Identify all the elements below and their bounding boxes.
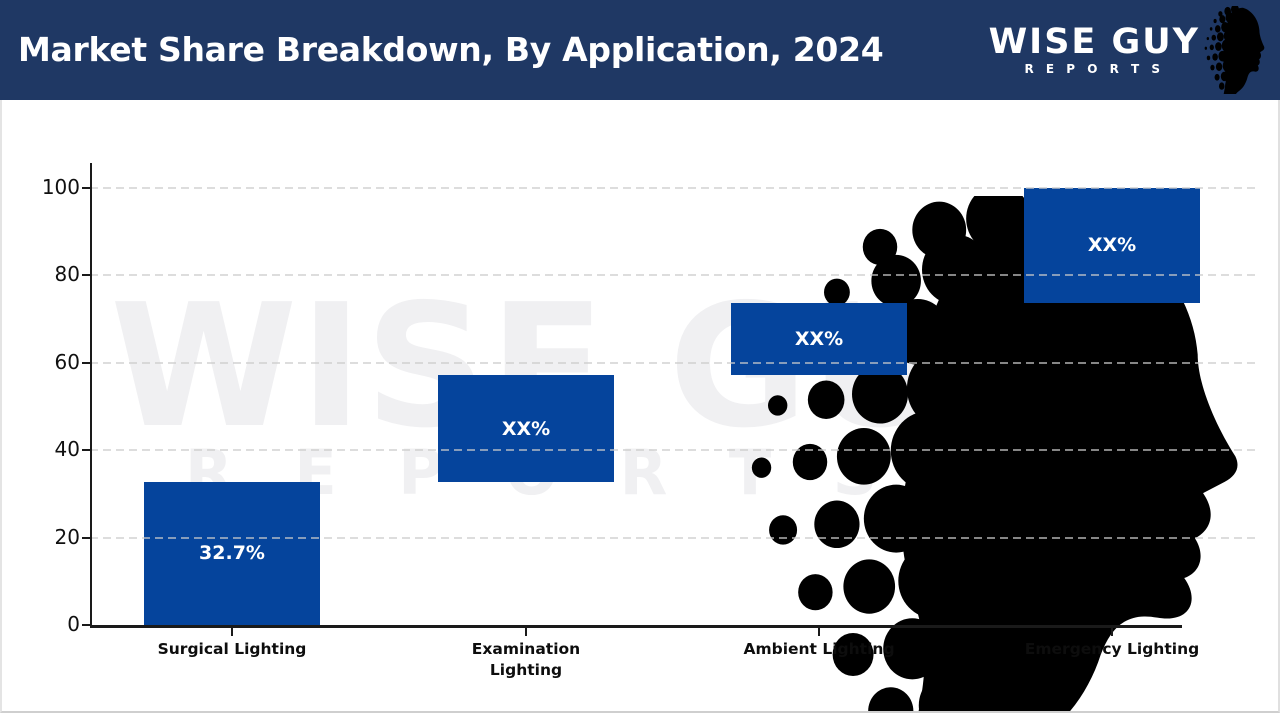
- y-tick-label: 40: [54, 437, 80, 461]
- y-tick-mark: [82, 361, 90, 364]
- plot-area: 0 20 40 60 80 100 32.7% Surgical Lighting XX% Exa…: [2, 100, 1278, 711]
- chart-content: WISE GUY R E P O R T S 02040608010032.7%…: [0, 100, 1280, 713]
- y-gridline: [90, 536, 1256, 539]
- bar-value-label: XX%: [501, 417, 551, 440]
- x-tick-mark: [818, 628, 820, 636]
- bar-value-label: XX%: [1087, 234, 1137, 257]
- y-tick-mark: [82, 536, 90, 539]
- x-tick-mark: [1111, 628, 1113, 636]
- y-axis-line: [90, 163, 92, 627]
- y-tick-label: 80: [54, 262, 80, 286]
- y-tick-label: 60: [54, 349, 80, 374]
- x-tick-mark: [525, 628, 527, 636]
- logo-wordmark: WISE GUY: [988, 21, 1200, 62]
- bar-value-label: 32.7%: [199, 542, 265, 565]
- x-tick-mark: [231, 628, 233, 636]
- x-tick-label-line: Examination: [471, 640, 581, 658]
- header-banner: Market Share Breakdown, By Application, …: [0, 0, 1280, 100]
- x-tick-label-line: Lighting: [489, 660, 563, 679]
- x-tick-label: Emergency Lighting: [1002, 639, 1222, 660]
- chart-title: Market Share Breakdown, By Application, …: [18, 30, 884, 69]
- bar-ambient-lighting: XX%: [731, 303, 907, 376]
- y-tick-label: 100: [41, 174, 80, 199]
- x-tick-label: Ambient Lighting: [709, 639, 929, 660]
- bar-emergency-lighting: XX%: [1024, 187, 1200, 303]
- bar-value-label: XX%: [794, 328, 844, 351]
- x-tick-label: Examination Lighting: [416, 639, 636, 681]
- y-tick-label: 0: [67, 612, 80, 636]
- x-tick-label-line: Ambient Lighting: [743, 640, 895, 658]
- y-gridline: [90, 186, 1256, 189]
- x-tick-label: Surgical Lighting: [122, 639, 342, 660]
- bar-surgical-lighting: 32.7%: [144, 481, 320, 625]
- x-axis-line: [90, 625, 1182, 628]
- x-tick-label-line: Surgical Lighting: [157, 640, 307, 658]
- y-gridline: [90, 361, 1256, 364]
- y-tick-mark: [82, 624, 90, 626]
- y-tick-mark: [82, 274, 90, 276]
- bar-examination-lighting: XX%: [438, 375, 614, 482]
- y-tick-label: 20: [54, 524, 80, 549]
- logo-subtitle: R E P O R T S: [1024, 62, 1165, 77]
- y-tick-mark: [82, 449, 90, 451]
- y-gridline: [90, 449, 1256, 451]
- y-tick-mark: [82, 186, 90, 189]
- wiseguy-logo: WISE GUY R E P O R T S: [989, 4, 1272, 96]
- x-tick-label-line: Emergency Lighting: [1024, 640, 1200, 658]
- y-gridline: [90, 274, 1256, 276]
- wiseguy-face-icon: [1204, 6, 1265, 94]
